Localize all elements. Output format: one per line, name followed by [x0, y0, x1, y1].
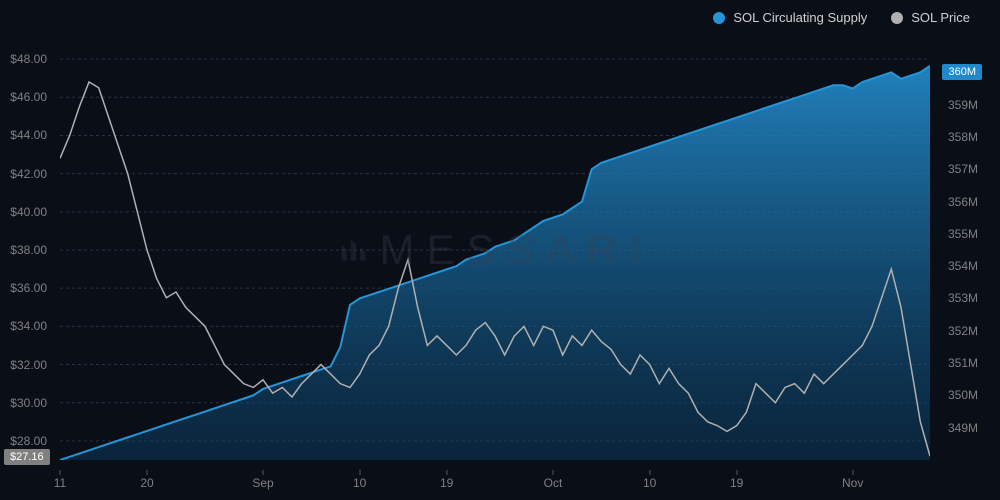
y-right-tick: 359M — [948, 98, 978, 112]
x-tick: 20 — [140, 476, 153, 490]
y-left-tick: $44.00 — [10, 128, 47, 142]
x-tick: Oct — [544, 476, 563, 490]
x-tick-mark — [553, 470, 554, 475]
x-tick: 19 — [440, 476, 453, 490]
y-left-tick: $36.00 — [10, 281, 47, 295]
y-right-tick: 350M — [948, 388, 978, 402]
x-tick-mark — [852, 470, 853, 475]
x-tick: Nov — [842, 476, 863, 490]
y-right-tick: 356M — [948, 195, 978, 209]
y-axis-left: $28.00 $30.00 $32.00 $34.00 $36.00 $38.00 $40.… — [0, 40, 55, 460]
y-left-tick: $38.00 — [10, 243, 47, 257]
y-left-tick: $42.00 — [10, 167, 47, 181]
plot-area[interactable]: MESSARI — [60, 40, 930, 460]
x-tick-mark — [446, 470, 447, 475]
x-tick: 10 — [643, 476, 656, 490]
legend-dot-supply-icon — [713, 12, 725, 24]
legend-label-supply: SOL Circulating Supply — [733, 10, 867, 25]
x-tick-mark — [147, 470, 148, 475]
x-tick: Sep — [252, 476, 273, 490]
legend-item-price[interactable]: SOL Price — [891, 10, 970, 25]
y-left-tick: $32.00 — [10, 358, 47, 372]
price-current-badge: $27.16 — [4, 449, 50, 465]
x-tick-mark — [60, 470, 61, 475]
x-tick: 19 — [730, 476, 743, 490]
y-right-tick: 349M — [948, 421, 978, 435]
y-right-tick: 358M — [948, 130, 978, 144]
x-tick-mark — [649, 470, 650, 475]
supply-area — [60, 66, 930, 460]
legend-label-price: SOL Price — [911, 10, 970, 25]
y-right-tick: 354M — [948, 259, 978, 273]
y-left-tick: $48.00 — [10, 52, 47, 66]
supply-current-badge: 360M — [942, 64, 982, 80]
y-left-tick: $40.00 — [10, 205, 47, 219]
legend-dot-price-icon — [891, 12, 903, 24]
y-axis-right: 349M 350M 351M 352M 353M 354M 355M 356M 357M 358M… — [940, 40, 1000, 460]
y-left-tick: $34.00 — [10, 319, 47, 333]
legend-item-supply[interactable]: SOL Circulating Supply — [713, 10, 867, 25]
x-tick-mark — [736, 470, 737, 475]
chart-container: SOL Circulating Supply SOL Price $28.00$… — [0, 0, 1000, 500]
y-right-tick: 353M — [948, 291, 978, 305]
y-left-tick: $30.00 — [10, 396, 47, 410]
y-right-tick: 355M — [948, 227, 978, 241]
x-axis: 1120Sep1019Oct1019Nov — [60, 470, 930, 500]
y-right-tick: 351M — [948, 356, 978, 370]
x-tick: 10 — [353, 476, 366, 490]
y-right-tick: 357M — [948, 162, 978, 176]
x-tick: 11 — [54, 476, 66, 490]
y-right-tick: 352M — [948, 324, 978, 338]
y-left-tick: $46.00 — [10, 90, 47, 104]
plot-svg — [60, 40, 930, 460]
y-left-tick: $28.00 — [10, 434, 47, 448]
legend: SOL Circulating Supply SOL Price — [713, 10, 970, 25]
x-tick-mark — [359, 470, 360, 475]
x-tick-mark — [263, 470, 264, 475]
